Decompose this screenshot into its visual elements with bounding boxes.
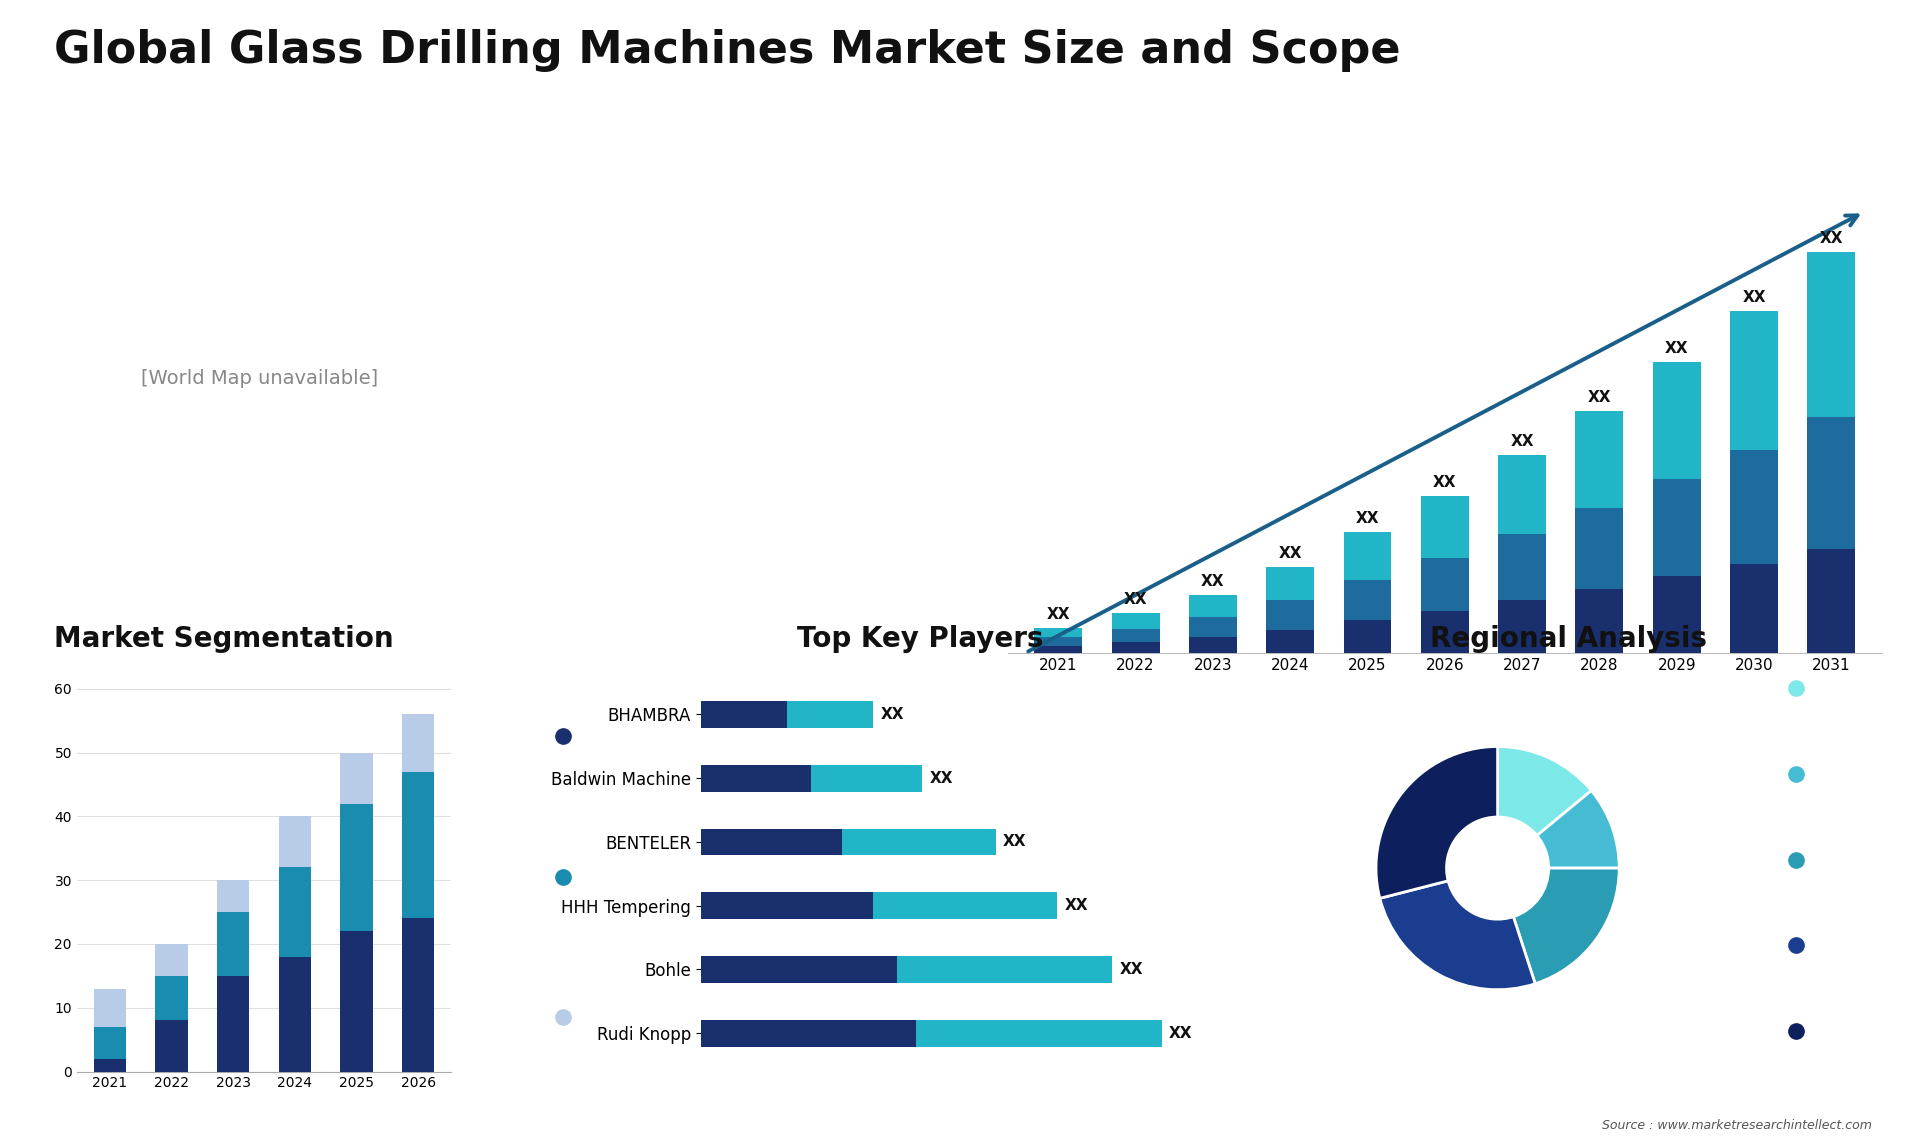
- Text: XX: XX: [1279, 547, 1302, 562]
- Bar: [1576, 508, 1624, 589]
- Text: XX: XX: [929, 770, 952, 786]
- Text: XX: XX: [1665, 342, 1688, 356]
- Bar: [1344, 532, 1392, 580]
- Bar: [217, 912, 250, 976]
- Bar: [1112, 613, 1160, 629]
- Bar: [1035, 646, 1083, 653]
- Text: XX: XX: [1064, 898, 1089, 913]
- Bar: [340, 753, 372, 803]
- Bar: [1265, 567, 1313, 601]
- Bar: [1807, 549, 1855, 653]
- Text: XX: XX: [1123, 591, 1148, 607]
- Bar: [1035, 628, 1083, 637]
- Bar: [843, 829, 996, 855]
- Polygon shape: [1649, 41, 1732, 115]
- Bar: [156, 944, 188, 976]
- Bar: [217, 976, 250, 1072]
- Bar: [1730, 450, 1778, 564]
- Bar: [156, 976, 188, 1020]
- Bar: [1421, 558, 1469, 611]
- Bar: [278, 868, 311, 957]
- Bar: [156, 1020, 188, 1072]
- Bar: [701, 764, 812, 792]
- Bar: [1344, 620, 1392, 653]
- Bar: [1112, 642, 1160, 653]
- Bar: [1035, 637, 1083, 646]
- Bar: [787, 701, 874, 728]
- Text: RESEARCH: RESEARCH: [1751, 81, 1822, 95]
- Wedge shape: [1380, 881, 1536, 990]
- Text: Market Segmentation: Market Segmentation: [54, 626, 394, 653]
- Bar: [94, 989, 127, 1027]
- Text: XX: XX: [1169, 1026, 1192, 1041]
- Text: Global Glass Drilling Machines Market Size and Scope: Global Glass Drilling Machines Market Si…: [54, 29, 1400, 72]
- Wedge shape: [1498, 746, 1592, 835]
- Bar: [340, 932, 372, 1072]
- Bar: [1576, 411, 1624, 508]
- Bar: [94, 1027, 127, 1059]
- Text: MARKET: MARKET: [1751, 52, 1807, 65]
- Text: XX: XX: [1820, 231, 1843, 246]
- Bar: [1421, 611, 1469, 653]
- Bar: [1112, 629, 1160, 642]
- Bar: [1807, 252, 1855, 417]
- Bar: [1344, 580, 1392, 620]
- Bar: [1498, 455, 1546, 534]
- Bar: [1653, 479, 1701, 576]
- Bar: [1188, 637, 1236, 653]
- Bar: [278, 957, 311, 1072]
- Bar: [1188, 595, 1236, 617]
- Bar: [701, 701, 787, 728]
- Bar: [1807, 417, 1855, 549]
- Text: XX: XX: [1588, 391, 1611, 406]
- Wedge shape: [1513, 869, 1619, 983]
- Bar: [1498, 601, 1546, 653]
- Text: Source : www.marketresearchintellect.com: Source : www.marketresearchintellect.com: [1601, 1120, 1872, 1132]
- Text: Top Key Players: Top Key Players: [797, 626, 1043, 653]
- Bar: [1421, 495, 1469, 558]
- Text: XX: XX: [1511, 434, 1534, 449]
- Text: [World Map unavailable]: [World Map unavailable]: [140, 369, 378, 387]
- Bar: [1265, 630, 1313, 653]
- Bar: [217, 880, 250, 912]
- Bar: [897, 956, 1112, 983]
- Text: XX: XX: [879, 707, 904, 722]
- Text: XX: XX: [1002, 834, 1027, 849]
- Bar: [1188, 617, 1236, 637]
- Bar: [1265, 601, 1313, 630]
- Bar: [94, 1059, 127, 1072]
- Wedge shape: [1536, 791, 1619, 869]
- Bar: [1730, 564, 1778, 653]
- Text: INTELLECT: INTELLECT: [1751, 111, 1822, 125]
- Bar: [1498, 534, 1546, 601]
- Text: Regional Analysis: Regional Analysis: [1430, 626, 1707, 653]
- Bar: [701, 893, 874, 919]
- Bar: [401, 918, 434, 1072]
- Bar: [401, 771, 434, 918]
- Bar: [916, 1020, 1162, 1046]
- Bar: [1576, 589, 1624, 653]
- Text: XX: XX: [1432, 474, 1457, 489]
- Text: XX: XX: [1202, 573, 1225, 589]
- Bar: [812, 764, 922, 792]
- Bar: [701, 829, 843, 855]
- Bar: [401, 714, 434, 771]
- Bar: [1730, 311, 1778, 450]
- Bar: [1653, 362, 1701, 479]
- Bar: [340, 803, 372, 932]
- Bar: [874, 893, 1058, 919]
- Bar: [701, 1020, 916, 1046]
- Text: XX: XX: [1356, 511, 1379, 526]
- Wedge shape: [1377, 746, 1498, 898]
- Bar: [701, 956, 897, 983]
- Text: XX: XX: [1046, 606, 1069, 621]
- Text: XX: XX: [1119, 961, 1142, 978]
- Bar: [1653, 576, 1701, 653]
- Text: XX: XX: [1741, 290, 1766, 305]
- Bar: [278, 816, 311, 868]
